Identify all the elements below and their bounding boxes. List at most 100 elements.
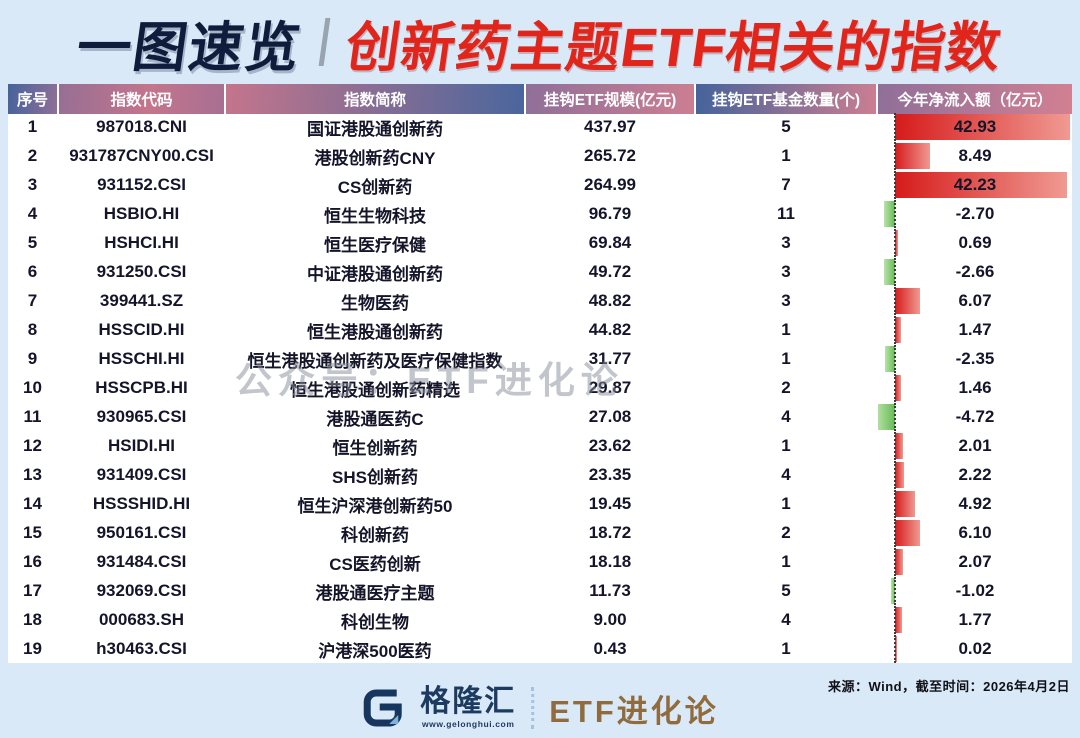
cell-code: 399441.SZ: [99, 291, 184, 310]
inflow-value: 42.23: [953, 175, 997, 194]
cell-inflow: 1.77: [878, 606, 1072, 634]
cell-count: 3: [781, 262, 791, 281]
cell-scale: 48.82: [588, 291, 632, 310]
inflow-value: -2.35: [955, 349, 995, 368]
cell-code: h30463.CSI: [96, 639, 187, 658]
title-prefix: 一图速览: [73, 17, 306, 78]
cell-name: 科创生物: [341, 612, 409, 632]
cell-code: HSSSHID.HI: [92, 494, 191, 513]
cell-count: 1: [781, 639, 791, 658]
title-divider: [318, 18, 331, 66]
col-header-code: 指数代码: [59, 84, 224, 114]
zero-baseline: [894, 345, 896, 373]
cell-seq: 7: [27, 291, 38, 310]
inflow-bar: [895, 520, 920, 546]
cell-count: 4: [781, 465, 791, 484]
inflow-bar: [884, 259, 895, 285]
zero-baseline: [894, 113, 896, 141]
cell-inflow: 6.10: [878, 519, 1072, 547]
col-header-inflow: 今年净流入额（亿元）: [878, 84, 1072, 114]
cell-name: 港股创新药CNY: [314, 148, 436, 168]
cell-seq: 17: [23, 581, 42, 600]
inflow-bar: [890, 578, 895, 604]
cell-inflow: -1.02: [878, 577, 1072, 605]
zero-baseline: [894, 229, 896, 257]
brand-name-block: 格隆汇 www.gelonghui.com: [420, 687, 516, 729]
inflow-bar: [895, 172, 1068, 198]
cell-count: 1: [781, 146, 791, 165]
cell-scale: 23.35: [588, 465, 632, 484]
cell-scale: 23.62: [588, 436, 632, 455]
cell-seq: 14: [23, 494, 42, 513]
inflow-bar: [895, 607, 903, 633]
cell-count: 2: [781, 523, 791, 542]
cell-count: 11: [777, 204, 795, 223]
cell-code: HSSCID.HI: [98, 320, 185, 339]
col-header-count: 挂钩ETF基金数量(个): [696, 84, 876, 114]
cell-inflow: 1.46: [878, 374, 1072, 402]
cell-name: 国证港股通创新药: [307, 119, 443, 139]
inflow-bar: [895, 230, 898, 256]
cell-scale: 27.08: [588, 407, 632, 426]
inflow-bar: [883, 201, 895, 227]
gelonghui-logo-icon: [363, 689, 402, 727]
cell-code: HSIDI.HI: [107, 436, 176, 455]
cell-inflow: 8.49: [878, 142, 1072, 170]
cell-count: 5: [781, 581, 791, 600]
cell-code: 930965.CSI: [96, 407, 187, 426]
cell-name: 恒生港股通创新药及医疗保健指数: [247, 351, 503, 371]
inflow-value: 1.46: [958, 378, 992, 397]
cell-scale: 264.99: [584, 175, 636, 194]
inflow-bar: [895, 375, 901, 401]
col-header-seq: 序号: [8, 84, 57, 114]
inflow-value: 1.47: [958, 320, 992, 339]
cell-scale: 44.82: [588, 320, 632, 339]
cell-inflow: -2.35: [878, 345, 1072, 373]
cell-count: 3: [781, 233, 791, 252]
cell-seq: 18: [23, 610, 42, 629]
col-header-name: 指数简称: [226, 84, 524, 114]
inflow-value: 8.49: [958, 146, 992, 165]
cell-inflow: 42.23: [878, 171, 1072, 199]
cell-name: CS医药创新: [329, 554, 421, 574]
inflow-bar: [895, 549, 904, 575]
zero-baseline: [894, 606, 896, 634]
brand-name: 格隆汇: [420, 685, 517, 719]
cell-name: CS创新药: [337, 177, 413, 197]
inflow-value: 6.10: [958, 523, 992, 542]
cell-inflow: -2.70: [878, 200, 1072, 228]
inflow-value: -2.70: [955, 204, 995, 223]
cell-seq: 19: [23, 639, 42, 658]
cell-inflow: 2.01: [878, 432, 1072, 460]
cell-count: 2: [781, 378, 791, 397]
inflow-value: 1.77: [958, 610, 992, 629]
cell-count: 1: [781, 494, 791, 513]
cell-code: HSBIO.HI: [103, 204, 180, 223]
cell-name: 港股通医疗主题: [315, 583, 435, 603]
zero-baseline: [894, 258, 896, 286]
cell-scale: 18.18: [588, 552, 632, 571]
cell-name: 恒生港股通创新药精选: [290, 380, 460, 400]
cell-seq: 2: [27, 146, 38, 165]
cell-scale: 49.72: [588, 262, 632, 281]
inflow-value: 4.92: [958, 494, 992, 513]
cell-code: HSSCPB.HI: [95, 378, 188, 397]
zero-baseline: [894, 142, 896, 170]
cell-inflow: 2.22: [878, 461, 1072, 489]
cell-inflow: 0.69: [878, 229, 1072, 257]
cell-seq: 1: [27, 117, 38, 136]
cell-name: 恒生沪深港创新药50: [297, 496, 453, 516]
cell-scale: 11.73: [589, 581, 631, 600]
zero-baseline: [894, 548, 896, 576]
cell-code: 931787CNY00.CSI: [69, 146, 214, 165]
cell-seq: 13: [23, 465, 42, 484]
cell-code: 931250.CSI: [96, 262, 187, 281]
cell-count: 5: [781, 117, 791, 136]
cell-name: 恒生港股通创新药: [307, 322, 443, 342]
inflow-bar: [895, 462, 905, 488]
cell-name: 中证港股通创新药: [307, 264, 443, 284]
inflow-bar: [895, 143, 930, 169]
cell-inflow: 4.92: [878, 490, 1072, 518]
cell-seq: 3: [27, 175, 38, 194]
cell-seq: 16: [23, 552, 42, 571]
